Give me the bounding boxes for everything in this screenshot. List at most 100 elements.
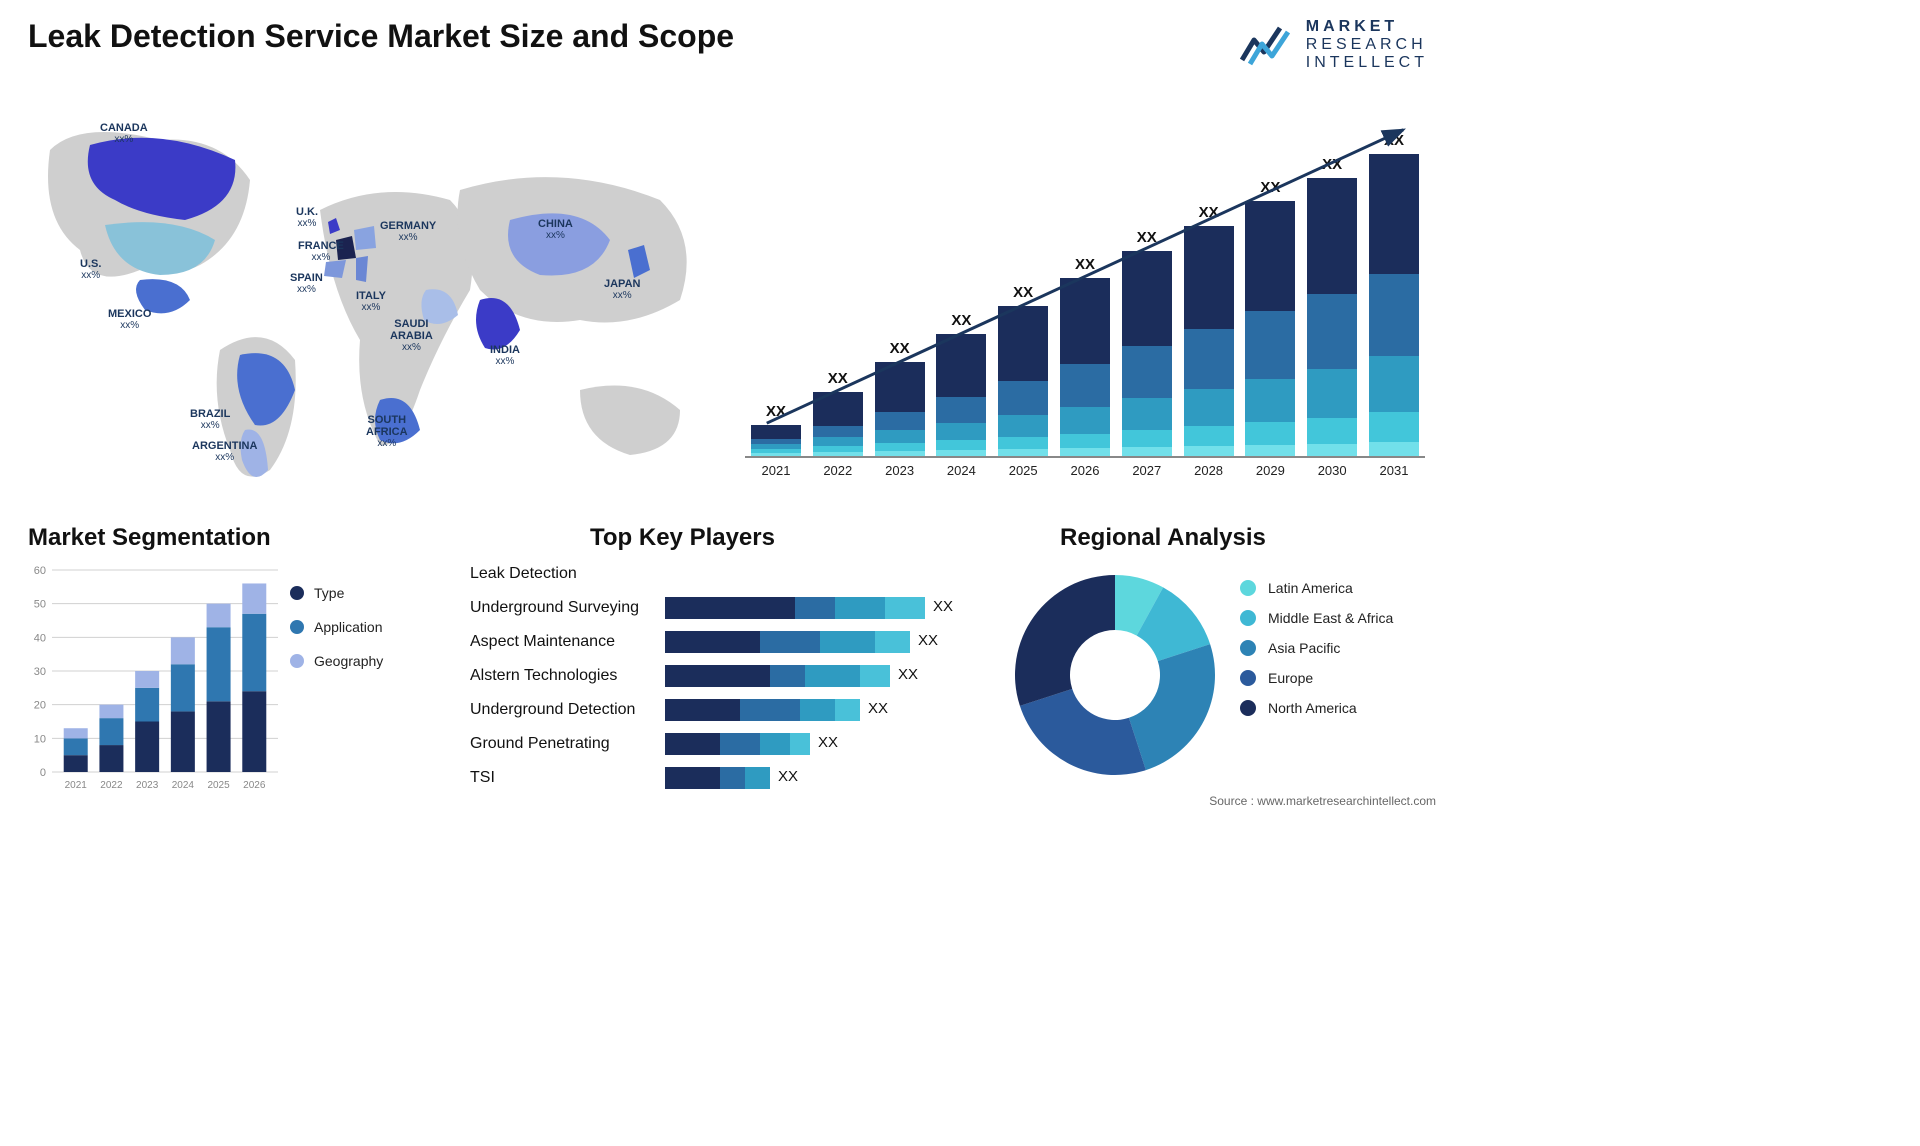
svg-text:30: 30 [34, 666, 46, 678]
map-label: GERMANYxx% [380, 220, 436, 243]
main-bar: 2030XX [1307, 178, 1357, 456]
player-name: Alstern Technologies [470, 667, 665, 685]
segmentation-legend-item: Application [290, 619, 383, 635]
svg-text:60: 60 [34, 565, 46, 577]
main-bar-toplabel: XX [1060, 256, 1110, 273]
player-value: XX [918, 632, 938, 649]
regional-title: Regional Analysis [1060, 524, 1266, 552]
regional-legend-item: Middle East & Africa [1240, 610, 1393, 626]
map-label: SPAINxx% [290, 272, 323, 295]
main-bar: 2024XX [936, 334, 986, 456]
map-label: U.S.xx% [80, 258, 101, 281]
main-bar-toplabel: XX [1184, 204, 1234, 221]
main-bar: 2026XX [1060, 278, 1110, 456]
player-row: Underground Surveying XX [470, 594, 970, 622]
player-row: Ground Penetrating XX [470, 730, 970, 758]
main-bar-toplabel: XX [813, 370, 863, 387]
map-label: CANADAxx% [100, 122, 148, 145]
regional-legend-item: Latin America [1240, 580, 1393, 596]
svg-text:10: 10 [34, 733, 46, 745]
svg-text:2025: 2025 [207, 780, 230, 791]
main-bar-toplabel: XX [1122, 229, 1172, 246]
map-label: JAPANxx% [604, 278, 640, 301]
main-bar-xlabel: 2030 [1307, 463, 1357, 478]
segmentation-chart: 0 10 20 30 40 50 60 2021 2022 2023 2024 2025 2026 [20, 560, 280, 800]
segmentation-title: Market Segmentation [28, 524, 271, 552]
main-bar-toplabel: XX [1369, 132, 1419, 149]
map-label: MEXICOxx% [108, 308, 151, 331]
player-name: TSI [470, 769, 665, 787]
main-bar: 2023XX [875, 362, 925, 456]
segmentation-legend-item: Type [290, 585, 383, 601]
players-heading: Leak Detection [470, 565, 665, 583]
main-bar-xlabel: 2021 [751, 463, 801, 478]
players-title: Top Key Players [590, 524, 775, 552]
main-bar-toplabel: XX [1245, 179, 1295, 196]
map-label: U.K.xx% [296, 206, 318, 229]
map-label: SAUDIARABIAxx% [390, 318, 433, 353]
svg-text:2023: 2023 [136, 780, 159, 791]
main-bar-xlabel: 2029 [1245, 463, 1295, 478]
main-bar-toplabel: XX [751, 403, 801, 420]
player-name: Ground Penetrating [470, 735, 665, 753]
svg-text:2024: 2024 [172, 780, 195, 791]
regional-donut-chart [1005, 565, 1225, 785]
main-bar: 2031XX [1369, 154, 1419, 456]
logo-line3: INTELLECT [1306, 54, 1428, 72]
svg-text:0: 0 [40, 767, 46, 779]
map-label: SOUTHAFRICAxx% [366, 414, 408, 449]
player-value: XX [898, 666, 918, 683]
logo-mark-icon [1240, 20, 1296, 70]
regional-legend-item: Asia Pacific [1240, 640, 1393, 656]
logo-line2: RESEARCH [1306, 36, 1428, 54]
main-bar-toplabel: XX [936, 312, 986, 329]
main-bar-toplabel: XX [1307, 156, 1357, 173]
main-bar: 2021XX [751, 425, 801, 456]
player-row: Alstern Technologies XX [470, 662, 970, 690]
player-name: Underground Detection [470, 701, 665, 719]
brand-logo: MARKET RESEARCH INTELLECT [1240, 18, 1428, 72]
main-bar-toplabel: XX [875, 340, 925, 357]
main-bar: 2022XX [813, 392, 863, 456]
regional-legend: Latin America Middle East & Africa Asia Pa… [1240, 580, 1393, 730]
main-bar-xlabel: 2031 [1369, 463, 1419, 478]
player-row: Underground Detection XX [470, 696, 970, 724]
main-bar-xlabel: 2028 [1184, 463, 1234, 478]
logo-line1: MARKET [1306, 18, 1428, 36]
map-label: ARGENTINAxx% [192, 440, 257, 463]
player-value: XX [868, 700, 888, 717]
player-value: XX [778, 768, 798, 785]
svg-text:40: 40 [34, 632, 46, 644]
key-players-chart: Leak DetectionUnderground SurveyingXXAsp… [470, 560, 970, 800]
player-value: XX [818, 734, 838, 751]
player-name: Aspect Maintenance [470, 633, 665, 651]
main-bar-toplabel: XX [998, 284, 1048, 301]
map-label: INDIAxx% [490, 344, 520, 367]
world-map: CANADAxx% U.S.xx% MEXICOxx% BRAZILxx% ARGENT… [20, 90, 720, 500]
player-name: Underground Surveying [470, 599, 665, 617]
map-label: CHINAxx% [538, 218, 573, 241]
main-bar: 2028XX [1184, 226, 1234, 456]
svg-text:20: 20 [34, 700, 46, 712]
player-row: TSI XX [470, 764, 970, 792]
segmentation-legend-item: Geography [290, 653, 383, 669]
regional-legend-item: Europe [1240, 670, 1393, 686]
main-bar: 2029XX [1245, 201, 1295, 456]
player-row: Aspect Maintenance XX [470, 628, 970, 656]
source-text: Source : www.marketresearchintellect.com [1209, 794, 1436, 808]
svg-text:2021: 2021 [65, 780, 88, 791]
main-bar-chart: 2021XX2022XX2023XX2024XX2025XX2026XX2027… [745, 90, 1425, 480]
svg-text:2026: 2026 [243, 780, 266, 791]
segmentation-legend: Type Application Geography [290, 585, 383, 687]
map-label: FRANCExx% [298, 240, 344, 263]
page-title: Leak Detection Service Market Size and S… [28, 18, 734, 55]
regional-legend-item: North America [1240, 700, 1393, 716]
map-label: ITALYxx% [356, 290, 386, 313]
map-label: BRAZILxx% [190, 408, 230, 431]
main-bar-xlabel: 2025 [998, 463, 1048, 478]
player-value: XX [933, 598, 953, 615]
main-bar-xlabel: 2027 [1122, 463, 1172, 478]
svg-text:2022: 2022 [100, 780, 123, 791]
svg-text:50: 50 [34, 599, 46, 611]
main-bar-xlabel: 2023 [875, 463, 925, 478]
